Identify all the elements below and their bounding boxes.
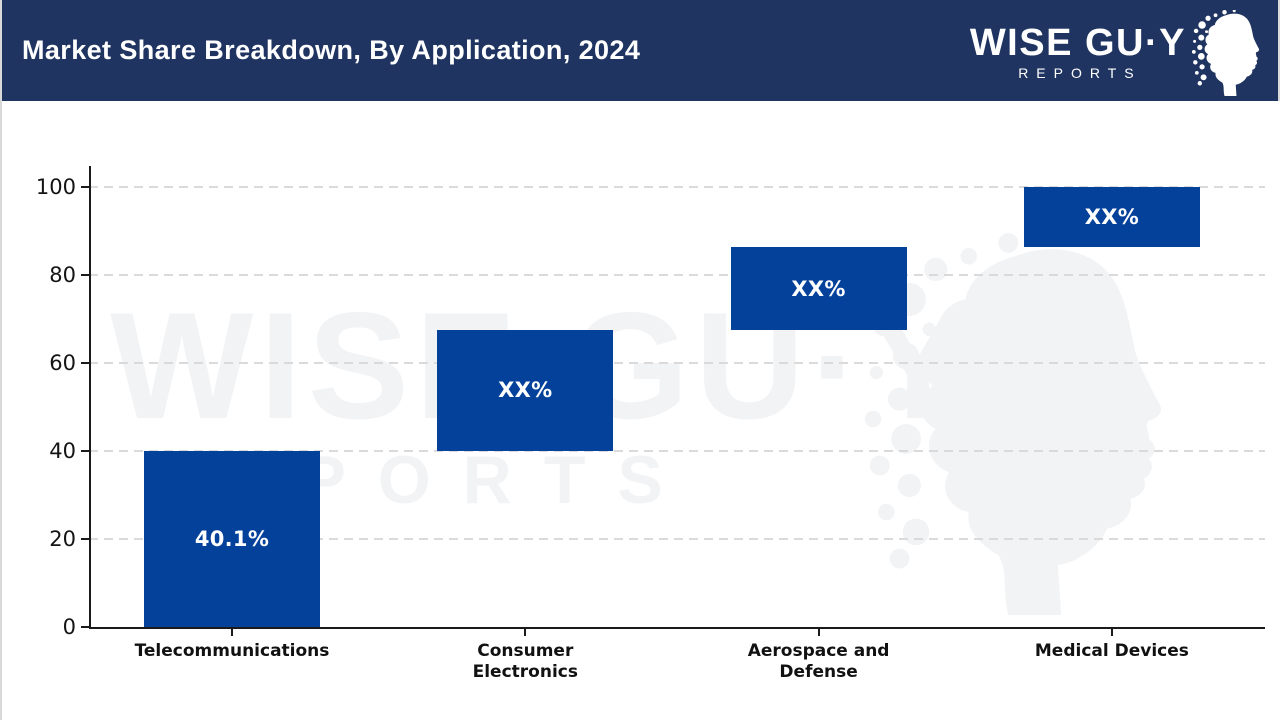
category-label-line: Consumer	[477, 641, 574, 661]
gridline-60	[89, 362, 1265, 364]
x-axis-tick-3	[1110, 629, 1113, 636]
y-axis-tick-80	[81, 274, 89, 276]
bar-consumer-electronics: XX%	[437, 330, 614, 451]
y-tick-label-60: 60	[49, 351, 76, 375]
brand-logo: WISE GU·Y REPORTS	[970, 9, 1264, 96]
bar-aerospace-and-defense: XX%	[730, 247, 907, 330]
y-axis	[89, 166, 91, 629]
category-label-line: Electronics	[472, 662, 578, 682]
y-axis-tick-60	[81, 362, 89, 364]
y-axis-tick-20	[81, 538, 89, 540]
category-label-2: Aerospace and Defense	[689, 641, 949, 683]
category-label-3: Medical Devices	[982, 641, 1242, 662]
y-axis-tick-40	[81, 450, 89, 452]
y-tick-label-80: 80	[49, 263, 76, 287]
category-label-0: Telecommunications	[102, 641, 362, 662]
bar-value-label: 40.1%	[194, 526, 270, 551]
gridline-80	[89, 274, 1265, 276]
y-tick-label-100: 100	[35, 175, 76, 199]
brand-name: WISE GU·Y	[969, 22, 1186, 64]
category-label-line: Defense	[779, 662, 858, 682]
gridline-20	[89, 538, 1265, 540]
y-axis-tick-100	[81, 186, 89, 188]
category-label-1: Consumer Electronics	[395, 641, 655, 683]
x-axis-tick-1	[524, 629, 527, 636]
y-axis-tick-0	[81, 626, 89, 628]
y-tick-label-0: 0	[62, 615, 76, 639]
brand-wordmark: WISE GU·Y REPORTS	[970, 24, 1186, 81]
bar-medical-devices: XX%	[1023, 187, 1200, 248]
bar-value-label: XX%	[498, 378, 553, 403]
x-axis	[89, 627, 1265, 629]
brand-subtitle: REPORTS	[1018, 65, 1142, 81]
gridline-40	[89, 450, 1265, 452]
category-label-line: Medical Devices	[1034, 641, 1189, 661]
y-tick-label-40: 40	[49, 439, 76, 463]
chart-area: WISE GU·Y REPORTS 0 20 40 60 80 100 40.1% Telec…	[2, 101, 1280, 720]
bar-value-label: XX%	[791, 276, 846, 301]
category-label-line: Telecommunications	[134, 641, 330, 661]
y-tick-label-20: 20	[49, 527, 76, 551]
category-label-line: Aerospace and	[747, 641, 890, 661]
x-axis-tick-2	[817, 629, 820, 636]
gridline-100	[89, 186, 1265, 188]
page-title: Market Share Breakdown, By Application, …	[22, 35, 641, 65]
x-axis-tick-0	[231, 629, 233, 636]
bar-value-label: XX%	[1084, 205, 1140, 230]
header-bar: Market Share Breakdown, By Application, …	[2, 0, 1278, 101]
bar-telecommunications: 40.1%	[144, 450, 320, 627]
wise-guy-face-icon	[1191, 9, 1260, 96]
